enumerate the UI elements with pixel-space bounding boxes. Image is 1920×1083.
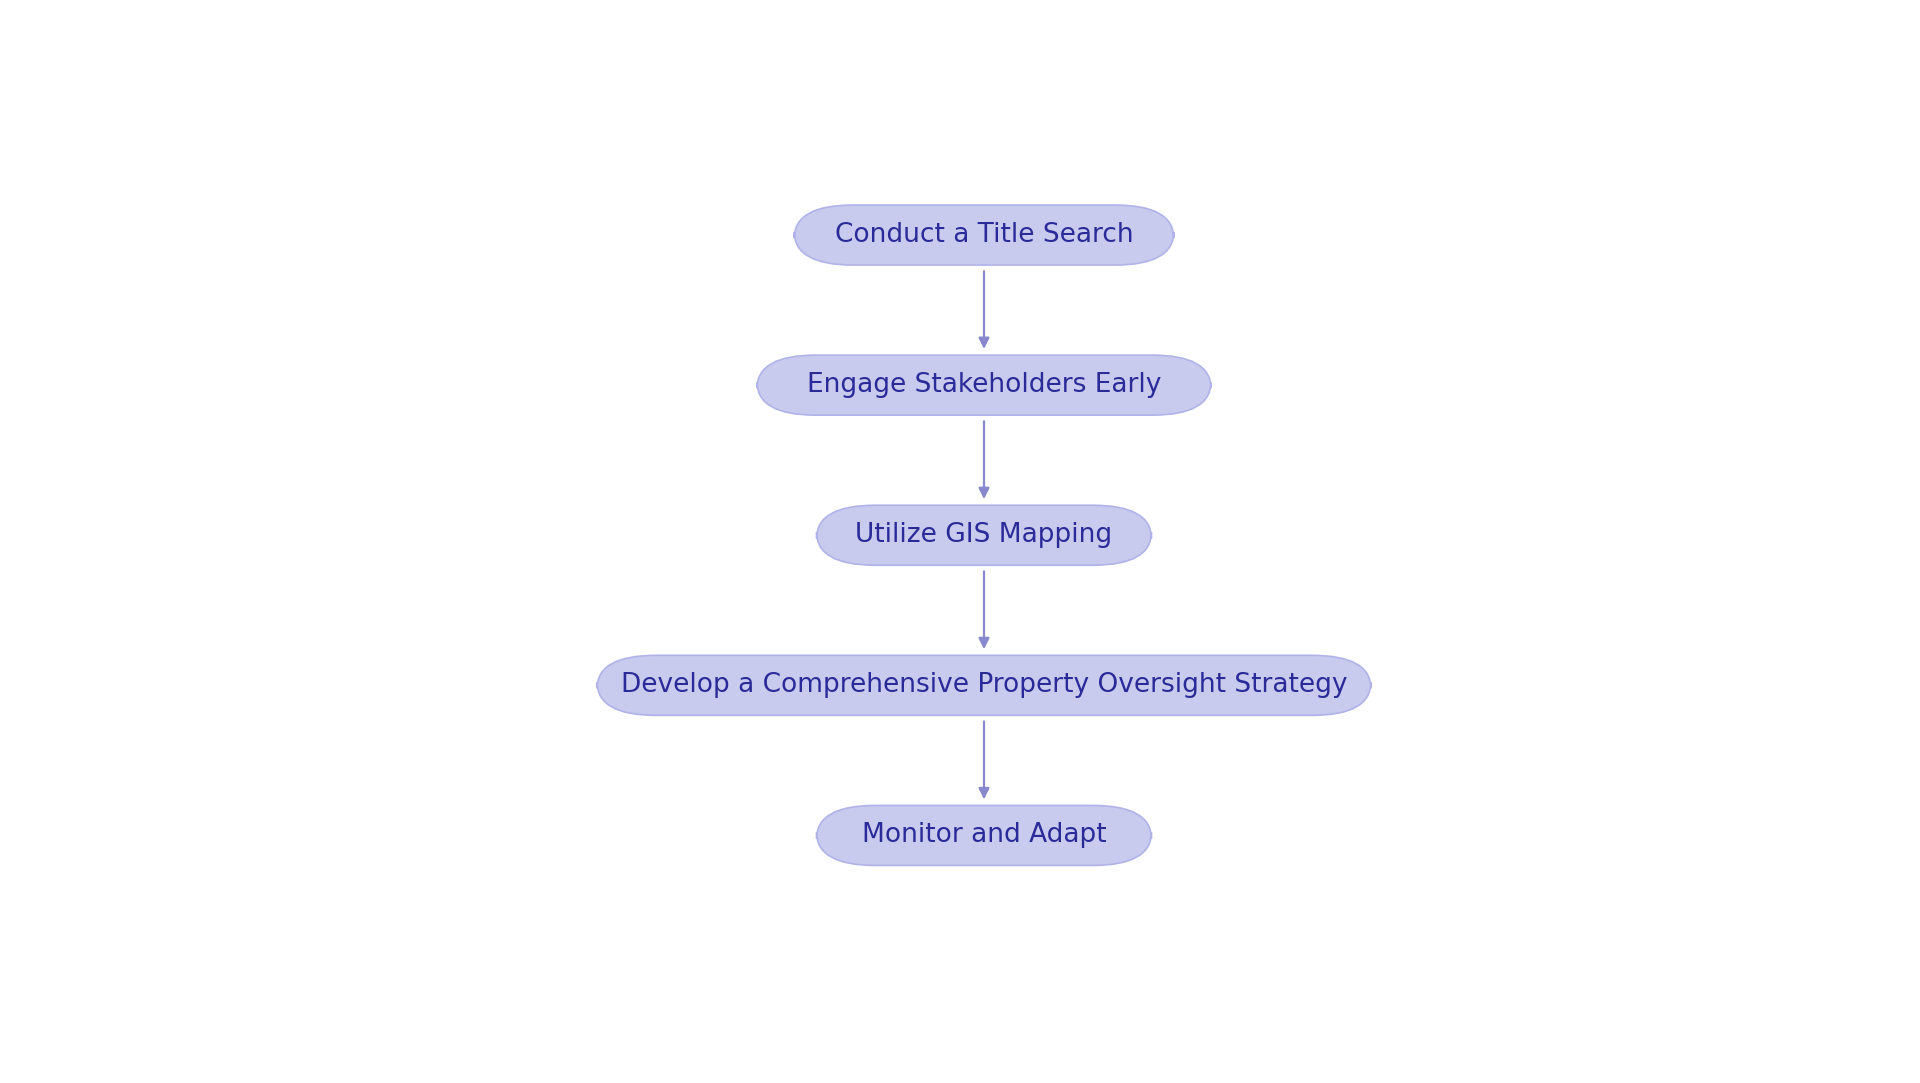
Text: Develop a Comprehensive Property Oversight Strategy: Develop a Comprehensive Property Oversig…	[620, 673, 1348, 699]
FancyBboxPatch shape	[597, 655, 1371, 716]
Text: Monitor and Adapt: Monitor and Adapt	[862, 822, 1106, 848]
Text: Engage Stakeholders Early: Engage Stakeholders Early	[806, 373, 1162, 399]
Text: Utilize GIS Mapping: Utilize GIS Mapping	[856, 522, 1112, 548]
FancyBboxPatch shape	[816, 806, 1152, 865]
FancyBboxPatch shape	[816, 505, 1152, 565]
FancyBboxPatch shape	[756, 355, 1212, 415]
Text: Conduct a Title Search: Conduct a Title Search	[835, 222, 1133, 248]
FancyBboxPatch shape	[795, 205, 1173, 265]
